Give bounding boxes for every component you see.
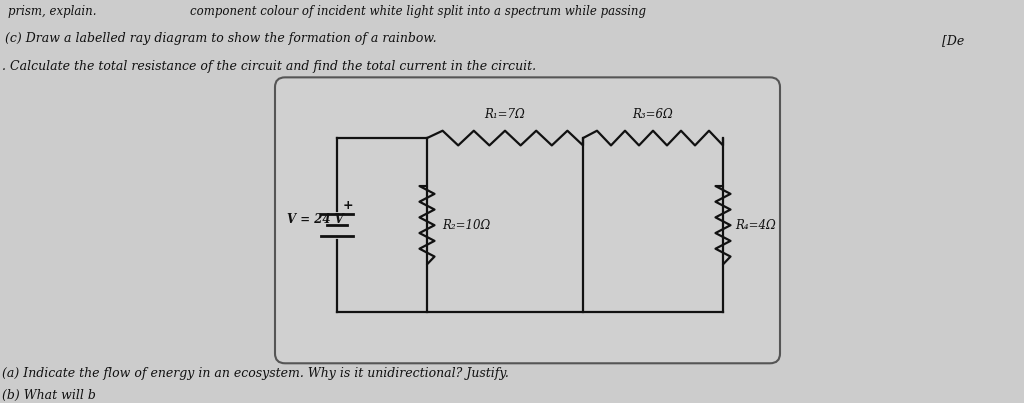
Text: (a) Indicate the flow of energy in an ecosystem. Why is it unidirectional? Justi: (a) Indicate the flow of energy in an ec… [2, 367, 509, 380]
Text: R₄=4Ω: R₄=4Ω [735, 219, 776, 232]
Text: prism, explain.: prism, explain. [8, 5, 96, 18]
Text: . Calculate the total resistance of the circuit and find the total current in th: . Calculate the total resistance of the … [2, 60, 537, 73]
Text: [De: [De [942, 34, 965, 47]
FancyBboxPatch shape [275, 77, 780, 363]
Text: (b) What will b: (b) What will b [2, 389, 96, 402]
Text: +: + [343, 199, 353, 212]
Text: V = 24 V: V = 24 V [287, 213, 344, 226]
Text: R₁=7Ω: R₁=7Ω [484, 108, 525, 121]
Text: R₂=10Ω: R₂=10Ω [442, 219, 490, 232]
Text: (c) Draw a labelled ray diagram to show the formation of a rainbow.: (c) Draw a labelled ray diagram to show … [5, 32, 436, 45]
Text: R₃=6Ω: R₃=6Ω [633, 108, 674, 121]
Text: component colour of incident white light split into a spectrum while passing: component colour of incident white light… [190, 5, 646, 18]
